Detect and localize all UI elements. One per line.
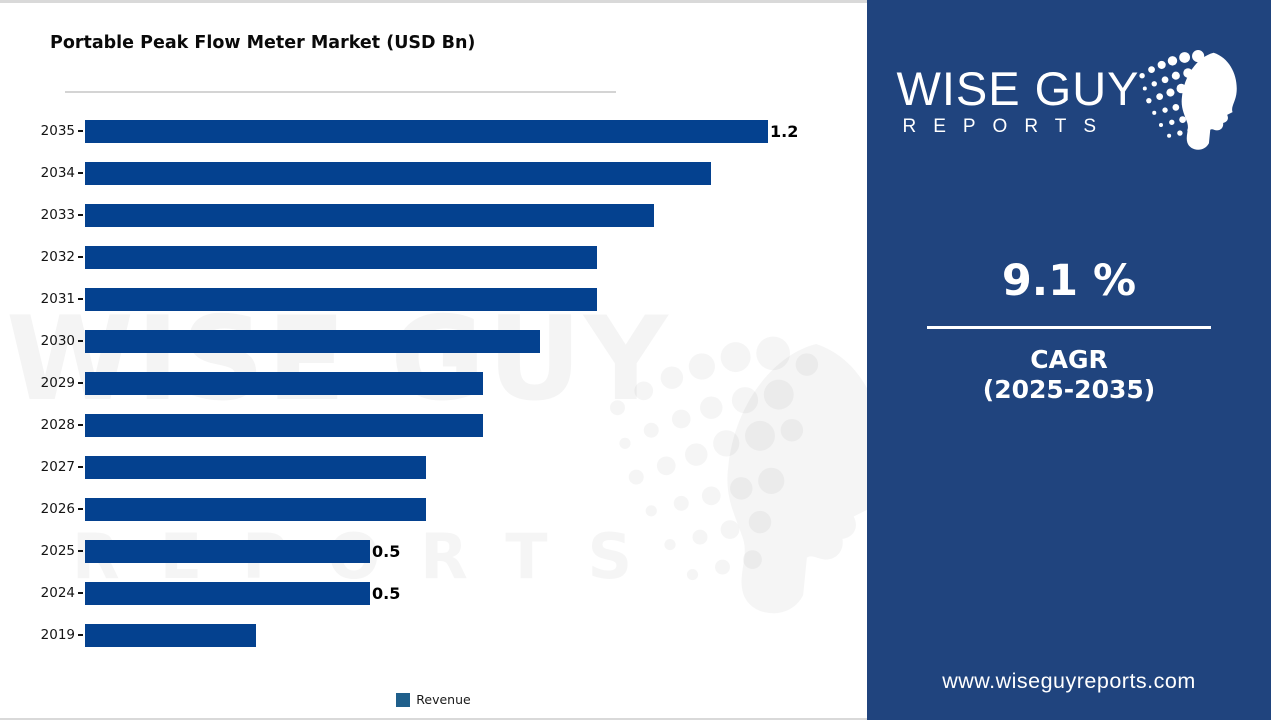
axis-tick	[78, 508, 83, 510]
axis-label-2029: 2029	[40, 375, 75, 391]
chart-row-2035: 2035 1.2	[0, 110, 867, 152]
axis-label-2026: 2026	[40, 501, 75, 517]
bar-2031	[85, 287, 597, 311]
axis-label-2028: 2028	[40, 417, 75, 433]
axis-label-2034: 2034	[40, 165, 75, 181]
chart-row-2028: 2028	[0, 404, 867, 446]
chart-row-2019: 2019	[0, 614, 867, 656]
brand-name: WISE GUY	[896, 61, 1140, 115]
bar-2030	[85, 329, 540, 353]
chart-row-2024: 2024 0.5	[0, 572, 867, 614]
axis-tick	[78, 172, 83, 174]
axis-label-2024: 2024	[40, 585, 75, 601]
chart-panel: WISE GUY REPORTS Portable Peak Flow Mete…	[0, 0, 867, 720]
cagr-value: 9.1 %	[1001, 256, 1137, 306]
axis-tick	[78, 382, 83, 384]
axis-label-2031: 2031	[40, 291, 75, 307]
chart-row-2034: 2034	[0, 152, 867, 194]
axis-tick	[78, 466, 83, 468]
axis-tick	[78, 340, 83, 342]
brand-logo: WISE GUY REPORTS	[867, 0, 1271, 160]
chart-row-2026: 2026	[0, 488, 867, 530]
axis-tick	[78, 256, 83, 258]
bottom-border-line	[0, 718, 867, 720]
bar-value-label-2025: 0.5	[372, 541, 401, 561]
axis-label-2025: 2025	[40, 543, 75, 559]
axis-label-2019: 2019	[40, 627, 75, 643]
brand-subname: REPORTS	[902, 116, 1113, 138]
legend-swatch-icon	[396, 692, 411, 707]
brand-head-icon	[1138, 50, 1237, 150]
bar-2035	[85, 119, 768, 143]
chart-title: Portable Peak Flow Meter Market (USD Bn)	[50, 33, 476, 53]
axis-tick	[78, 298, 83, 300]
bar-2025	[85, 539, 370, 563]
cagr-label: CAGR	[1030, 345, 1108, 374]
cagr-divider	[927, 326, 1211, 329]
bar-2034	[85, 161, 711, 185]
axis-label-2033: 2033	[40, 207, 75, 223]
bar-2032	[85, 245, 597, 269]
chart-row-2031: 2031	[0, 278, 867, 320]
bar-2019	[85, 623, 256, 647]
bar-2026	[85, 497, 426, 521]
brand-sidebar: WISE GUY REPORTS 9.1 % CAGR (2025-2035) …	[867, 0, 1271, 720]
axis-label-2032: 2032	[40, 249, 75, 265]
axis-tick	[78, 130, 83, 132]
axis-label-2035: 2035	[40, 123, 75, 139]
chart-rows: 2035 1.2 2034 2033 2032 2031 2030 2029 2028 2027 2…	[0, 110, 867, 656]
bar-2024	[85, 581, 370, 605]
bar-2028	[85, 413, 483, 437]
chart-row-2027: 2027	[0, 446, 867, 488]
chart-row-2025: 2025 0.5	[0, 530, 867, 572]
bar-2027	[85, 455, 426, 479]
bar-2033	[85, 203, 654, 227]
bar-value-label-2024: 0.5	[372, 583, 401, 603]
axis-tick	[78, 634, 83, 636]
title-divider	[65, 91, 616, 93]
axis-label-2030: 2030	[40, 333, 75, 349]
cagr-block: 9.1 % CAGR (2025-2035)	[867, 256, 1271, 405]
axis-tick	[78, 214, 83, 216]
website-url: www.wiseguyreports.com	[942, 669, 1196, 693]
chart-row-2032: 2032	[0, 236, 867, 278]
bar-value-label-2035: 1.2	[770, 121, 799, 141]
legend-label: Revenue	[416, 692, 471, 707]
chart-legend: Revenue	[0, 692, 867, 707]
brand-logo-text: WISE GUY REPORTS	[896, 61, 1140, 138]
bar-2029	[85, 371, 483, 395]
chart-row-2029: 2029	[0, 362, 867, 404]
chart-row-2033: 2033	[0, 194, 867, 236]
axis-tick	[78, 424, 83, 426]
axis-label-2027: 2027	[40, 459, 75, 475]
cagr-period: (2025-2035)	[982, 375, 1156, 404]
axis-tick	[78, 550, 83, 552]
chart-row-2030: 2030	[0, 320, 867, 362]
axis-tick	[78, 592, 83, 594]
top-border-line	[0, 0, 867, 3]
